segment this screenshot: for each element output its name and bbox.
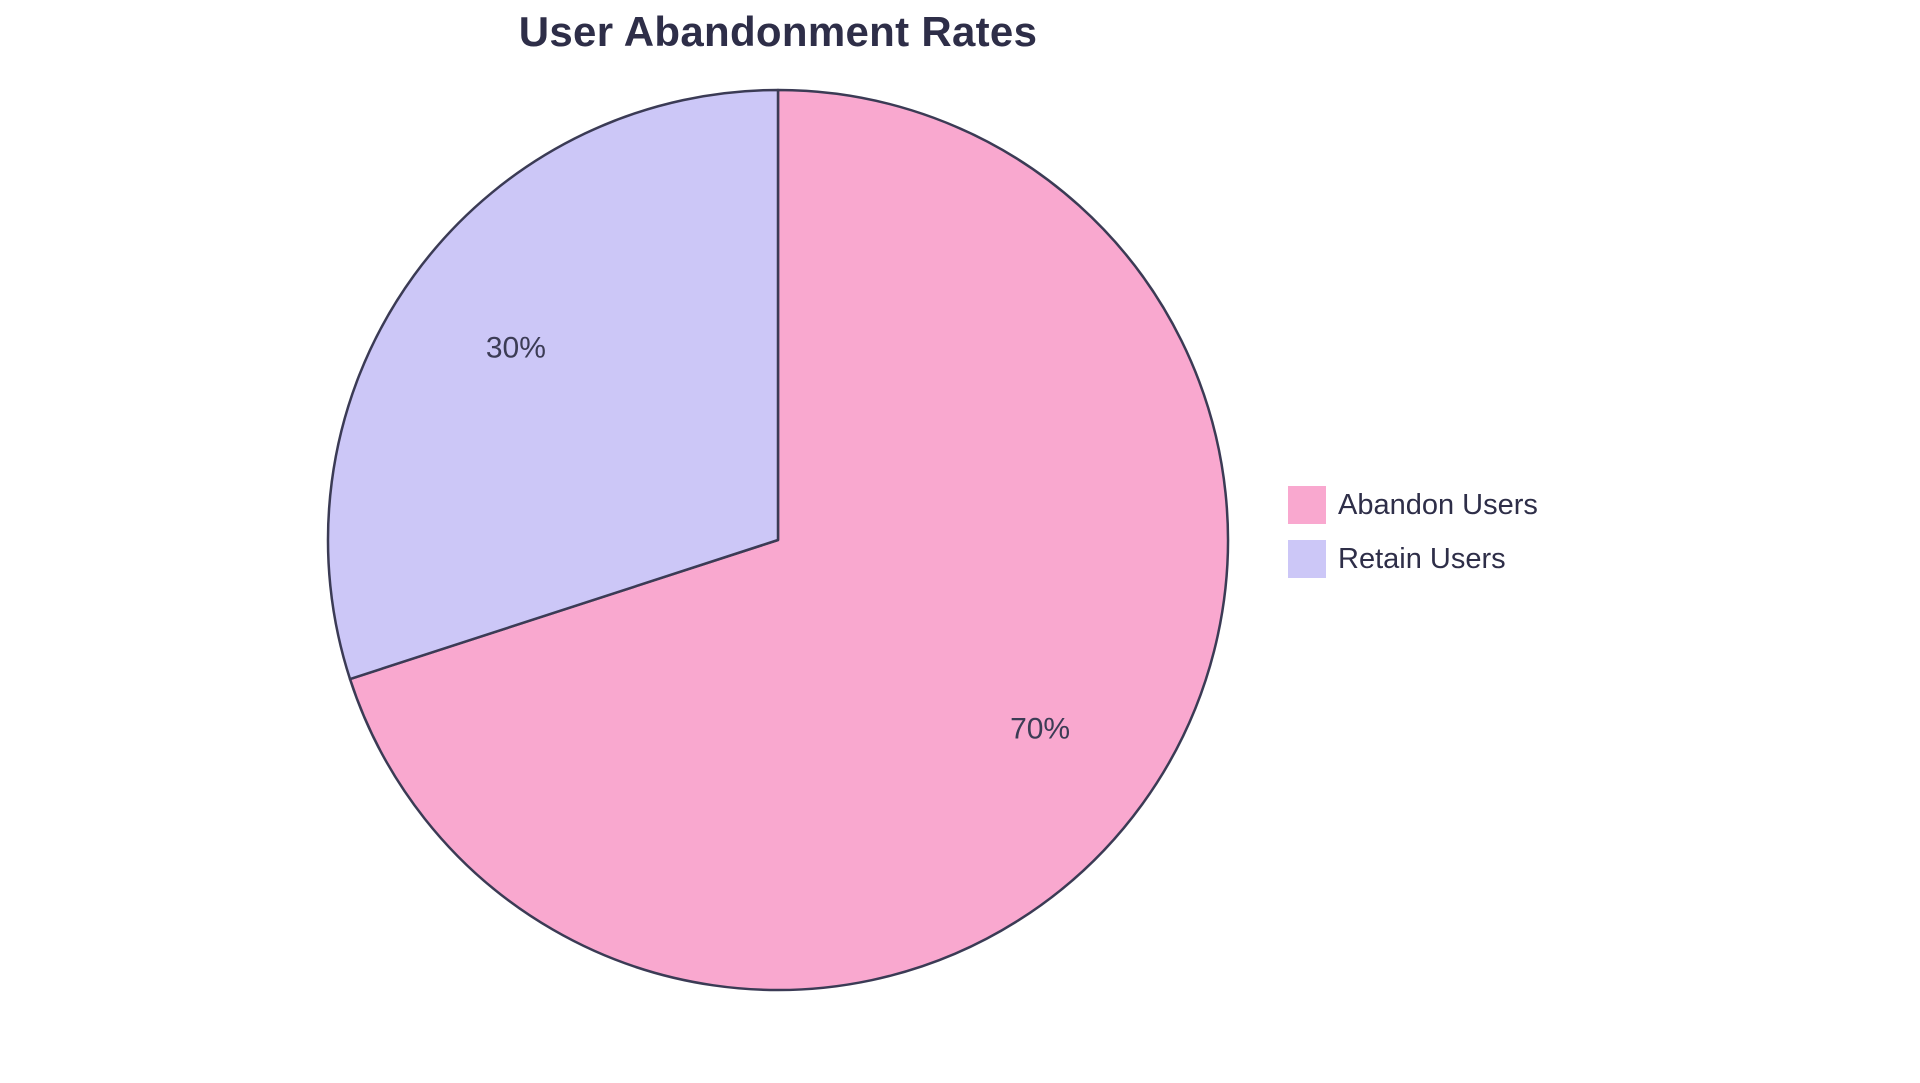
legend-label-abandon-users: Abandon Users: [1338, 488, 1538, 521]
legend-swatch-abandon-users: [1288, 486, 1326, 524]
legend-item-retain-users: Retain Users: [1288, 540, 1538, 578]
legend-swatch-retain-users: [1288, 540, 1326, 578]
pie-slice-abandon-users: [348, 88, 1230, 992]
legend-label-retain-users: Retain Users: [1338, 542, 1506, 575]
chart-title: User Abandonment Rates: [518, 8, 1038, 55]
chart-legend: Abandon Users Retain Users: [1288, 486, 1538, 578]
legend-item-abandon-users: Abandon Users: [1288, 486, 1538, 524]
slice-label-retain-users: 30%: [486, 332, 546, 365]
slice-label-abandon-users: 70%: [1010, 712, 1070, 745]
pie-slice-retain-users: [326, 88, 780, 681]
